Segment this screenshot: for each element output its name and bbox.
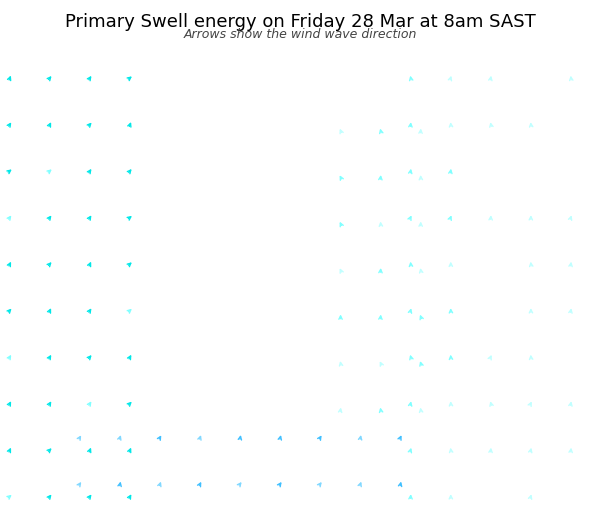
Text: Primary Swell energy on Friday 28 Mar at 8am SAST: Primary Swell energy on Friday 28 Mar at… <box>65 13 536 31</box>
Text: Arrows show the wind wave direction: Arrows show the wind wave direction <box>184 28 417 41</box>
